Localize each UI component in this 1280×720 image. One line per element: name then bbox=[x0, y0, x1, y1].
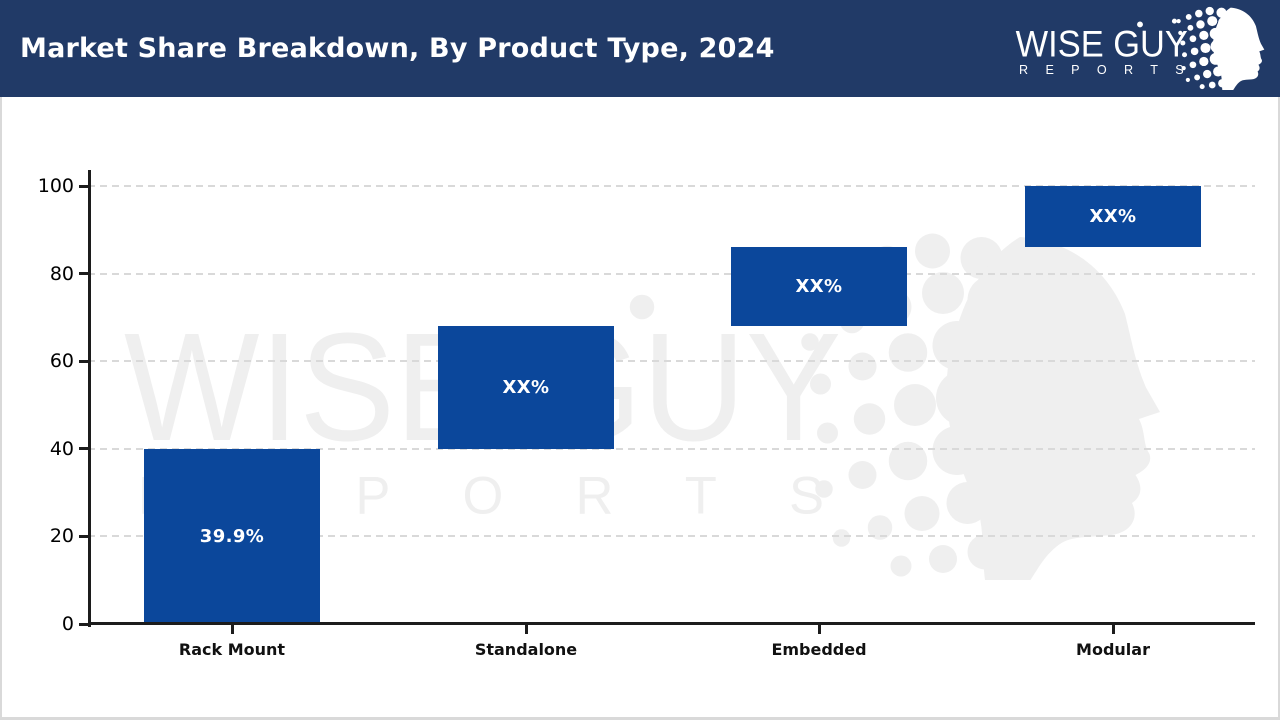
category-label-rack-mount: Rack Mount bbox=[178, 640, 286, 659]
y-tick-label: 40 bbox=[49, 437, 74, 460]
bar-modular: XX% bbox=[1025, 186, 1201, 248]
category-label-modular: Modular bbox=[1076, 640, 1150, 659]
gridline-100 bbox=[88, 185, 1255, 187]
bar-rack-mount: 39.9% bbox=[144, 449, 320, 624]
y-tick-label: 0 bbox=[61, 613, 74, 635]
y-tick-mark bbox=[79, 272, 88, 276]
y-tick-mark bbox=[79, 447, 88, 451]
y-tick-label: 100 bbox=[37, 175, 74, 197]
y-tick-mark bbox=[79, 534, 88, 538]
y-tick-label: 60 bbox=[49, 350, 74, 373]
y-tick-mark bbox=[79, 359, 88, 363]
x-tick-mark bbox=[230, 625, 234, 634]
bar-value-label: XX% bbox=[795, 276, 843, 298]
gridline-40 bbox=[88, 447, 1255, 450]
y-tick-label: 80 bbox=[49, 262, 74, 285]
gridline-20 bbox=[88, 535, 1255, 538]
gridline-80 bbox=[88, 272, 1255, 275]
category-label-embedded: Embedded bbox=[771, 640, 867, 659]
chart-canvas: 0 20 40 60 80 100 39.9% Rack Mount XX% Standalone… bbox=[0, 97, 1280, 720]
bar-standalone: XX% bbox=[438, 326, 614, 450]
y-tick-label: 20 bbox=[49, 525, 74, 548]
bar-value-label: XX% bbox=[1089, 206, 1137, 228]
y-axis-line bbox=[88, 170, 91, 627]
x-tick-mark bbox=[817, 625, 821, 634]
bar-value-label: 39.9% bbox=[199, 526, 265, 548]
y-tick-mark bbox=[79, 622, 88, 626]
x-tick-mark bbox=[1111, 625, 1115, 634]
category-label-standalone: Standalone bbox=[474, 640, 578, 659]
header-banner: Market Share Breakdown, By Product Type,… bbox=[0, 0, 1280, 97]
y-tick-mark bbox=[79, 184, 88, 188]
bar-embedded: XX% bbox=[731, 247, 907, 327]
x-axis-line bbox=[88, 622, 1255, 625]
bar-value-label: XX% bbox=[502, 377, 550, 399]
x-tick-mark bbox=[524, 625, 528, 634]
page-title: Market Share Breakdown, By Product Type,… bbox=[20, 33, 775, 64]
gridline-60 bbox=[88, 360, 1255, 363]
